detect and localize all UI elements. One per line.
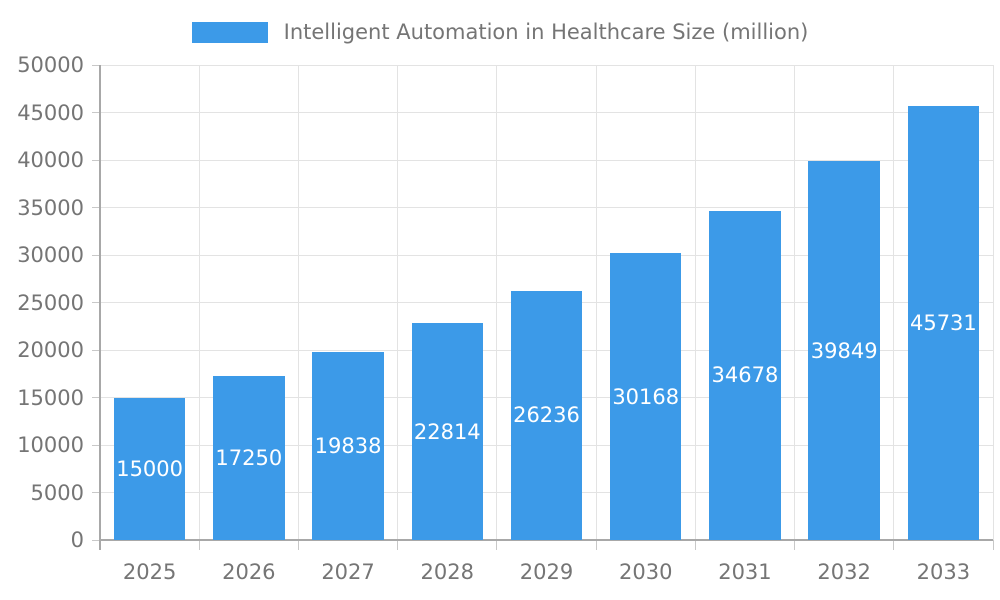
x-axis-tick <box>595 540 597 550</box>
y-axis-tick <box>92 349 100 351</box>
bar-value-label: 15000 <box>116 456 184 481</box>
gridline-h <box>100 112 993 113</box>
bar: 15000 <box>113 397 186 540</box>
bar: 19838 <box>312 351 384 540</box>
bar-value-label: 45731 <box>909 310 977 335</box>
y-tick-label: 0 <box>70 528 84 552</box>
y-tick-label: 35000 <box>17 195 84 220</box>
bar-value-label: 22814 <box>413 419 481 444</box>
x-axis-tick <box>297 540 299 550</box>
gridline-v <box>794 65 796 540</box>
bar: 34678 <box>709 210 781 540</box>
gridline-v <box>198 65 200 540</box>
y-tick-label: 10000 <box>17 433 84 457</box>
gridline-h <box>100 159 993 161</box>
x-tick-label: 2028 <box>420 560 474 584</box>
y-axis-tick <box>92 112 100 113</box>
x-tick-label: 2026 <box>222 560 276 584</box>
gridline-v <box>893 65 895 540</box>
bar-value-label: 39849 <box>810 338 878 363</box>
legend: Intelligent Automation in Healthcare Siz… <box>0 18 1000 46</box>
x-tick-label: 2027 <box>321 560 375 584</box>
legend-label: Intelligent Automation in Healthcare Siz… <box>283 20 809 44</box>
gridline-h <box>100 64 993 66</box>
y-axis-tick <box>92 539 100 541</box>
gridline-h <box>100 254 993 256</box>
bar: 45731 <box>907 105 980 540</box>
x-tick-label: 2025 <box>122 560 177 584</box>
bar: 17250 <box>213 376 285 540</box>
x-axis-tick <box>794 540 796 550</box>
y-tick-label: 30000 <box>17 243 84 267</box>
x-axis-tick <box>198 540 200 550</box>
bar: 39849 <box>808 161 880 540</box>
gridline-v <box>397 65 399 540</box>
x-tick-label: 2029 <box>519 560 574 584</box>
bar: 22814 <box>411 323 483 540</box>
y-tick-label: 50000 <box>17 53 84 77</box>
y-tick-label: 40000 <box>17 148 84 172</box>
x-tick-label: 2033 <box>916 560 971 584</box>
y-axis-tick <box>92 64 100 66</box>
y-axis-tick <box>92 492 100 493</box>
bar-value-label: 34678 <box>711 363 779 388</box>
y-axis-line <box>99 65 101 550</box>
x-axis-tick <box>397 540 399 550</box>
bar-value-label: 19838 <box>314 433 382 458</box>
y-tick-label: 25000 <box>17 290 84 315</box>
gridline-v <box>297 65 299 540</box>
y-tick-label: 5000 <box>30 480 84 505</box>
y-axis-tick <box>92 397 100 398</box>
x-tick-label: 2031 <box>718 560 772 584</box>
gridline-v <box>496 65 498 540</box>
x-axis-tick <box>694 540 696 550</box>
gridline-v <box>694 65 696 540</box>
bar: 26236 <box>510 290 583 540</box>
gridline-v <box>992 65 994 540</box>
x-axis-tick <box>496 540 498 550</box>
y-axis-tick <box>92 254 100 256</box>
x-axis-line <box>100 539 993 541</box>
x-axis-tick <box>992 540 994 550</box>
gridline-v <box>595 65 597 540</box>
y-axis-tick <box>92 159 100 161</box>
y-tick-label: 45000 <box>17 100 84 125</box>
bar-value-label: 26236 <box>513 403 580 428</box>
y-axis-tick <box>92 444 100 446</box>
bar-value-label: 30168 <box>612 384 680 409</box>
x-tick-label: 2030 <box>618 560 673 584</box>
y-axis-tick <box>92 302 100 303</box>
bar-value-label: 17250 <box>215 446 283 471</box>
x-tick-label: 2032 <box>817 560 871 584</box>
y-tick-label: 20000 <box>17 338 84 362</box>
y-tick-label: 15000 <box>17 385 84 410</box>
x-axis-tick <box>893 540 895 550</box>
gridline-h <box>100 207 993 208</box>
legend-swatch <box>191 21 268 43</box>
y-axis-tick <box>92 207 100 208</box>
bar: 30168 <box>610 253 682 540</box>
